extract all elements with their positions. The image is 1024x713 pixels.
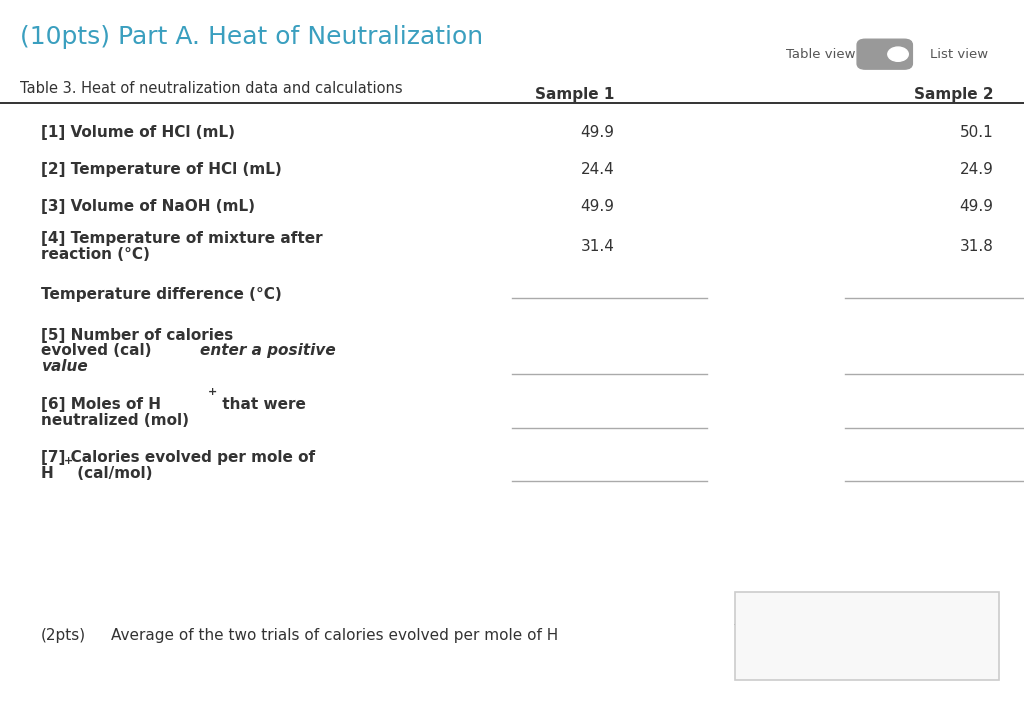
Text: [1] Volume of HCl (mL): [1] Volume of HCl (mL) bbox=[41, 125, 234, 140]
Text: 24.9: 24.9 bbox=[959, 162, 993, 178]
Text: that were: that were bbox=[217, 397, 306, 413]
Text: enter a positive: enter a positive bbox=[200, 343, 336, 359]
FancyBboxPatch shape bbox=[857, 39, 912, 69]
Text: Table 3. Heat of neutralization data and calculations: Table 3. Heat of neutralization data and… bbox=[20, 81, 403, 96]
Text: Average of the two trials of calories evolved per mole of H: Average of the two trials of calories ev… bbox=[111, 628, 558, 644]
Text: [7] Calories evolved per mole of: [7] Calories evolved per mole of bbox=[41, 450, 315, 466]
Text: 50.1: 50.1 bbox=[959, 125, 993, 140]
Text: 24.4: 24.4 bbox=[581, 162, 614, 178]
Text: [6] Moles of H: [6] Moles of H bbox=[41, 397, 161, 413]
Text: [2] Temperature of HCl (mL): [2] Temperature of HCl (mL) bbox=[41, 162, 282, 178]
Circle shape bbox=[888, 47, 908, 61]
Text: H: H bbox=[41, 466, 53, 481]
Text: (cal/mol): (cal/mol) bbox=[72, 466, 153, 481]
Text: +: + bbox=[733, 620, 742, 630]
Text: [4] Temperature of mixture after: [4] Temperature of mixture after bbox=[41, 231, 323, 247]
Text: neutralized (mol): neutralized (mol) bbox=[41, 413, 189, 429]
Text: Temperature difference (°C): Temperature difference (°C) bbox=[41, 287, 282, 302]
Text: reaction (°C): reaction (°C) bbox=[41, 247, 150, 262]
FancyBboxPatch shape bbox=[735, 592, 999, 680]
Text: +: + bbox=[208, 387, 217, 397]
Text: Sample 2: Sample 2 bbox=[913, 86, 993, 102]
Text: evolved (cal): evolved (cal) bbox=[41, 343, 157, 359]
Text: 31.8: 31.8 bbox=[959, 239, 993, 255]
Text: 31.4: 31.4 bbox=[581, 239, 614, 255]
Text: (2pts): (2pts) bbox=[41, 628, 86, 644]
Text: Sample 1: Sample 1 bbox=[535, 86, 614, 102]
Text: Table view: Table view bbox=[786, 48, 856, 61]
Text: [3] Volume of NaOH (mL): [3] Volume of NaOH (mL) bbox=[41, 199, 255, 215]
Text: 49.9: 49.9 bbox=[581, 125, 614, 140]
Text: List view: List view bbox=[930, 48, 988, 61]
Text: value: value bbox=[41, 359, 88, 374]
Text: [5] Number of calories: [5] Number of calories bbox=[41, 327, 233, 343]
Text: (10pts) Part A. Heat of Neutralization: (10pts) Part A. Heat of Neutralization bbox=[20, 25, 483, 49]
Text: 49.9: 49.9 bbox=[581, 199, 614, 215]
Text: +: + bbox=[63, 456, 73, 466]
Text: 49.9: 49.9 bbox=[959, 199, 993, 215]
